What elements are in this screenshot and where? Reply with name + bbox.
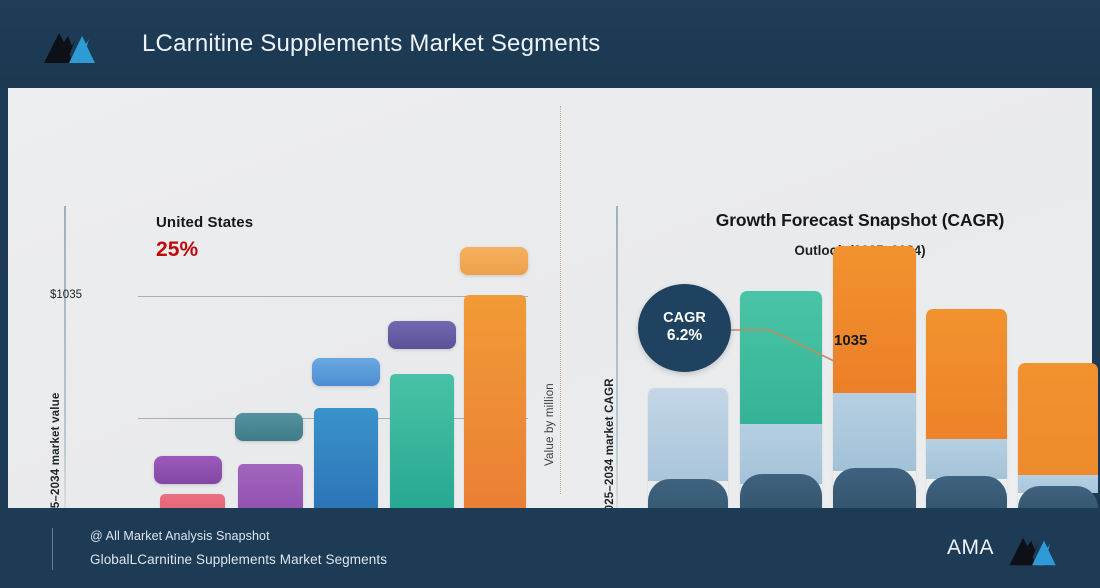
footer-divider-rule	[52, 528, 53, 570]
right-bar-2025[interactable]	[648, 388, 728, 526]
right-bar-2033[interactable]	[833, 246, 916, 526]
charts-panel: 2025–2034 market value Value by million …	[8, 88, 1098, 544]
right-bar-2029-mid	[926, 439, 1007, 479]
left-gridline-top	[138, 296, 528, 297]
right-chart-title: Growth Forecast Snapshot (CAGR)	[715, 210, 1005, 230]
cagr-bubble[interactable]: CAGR 6.2%	[638, 284, 731, 372]
left-bar-cap-dots	[235, 413, 303, 441]
footer-bar: @ All Market Analysis Snapshot GlobalLCa…	[0, 508, 1100, 588]
left-bar-cap-2024	[460, 247, 528, 275]
footer-source-line: @ All Market Analysis Snapshot	[90, 529, 270, 543]
center-dotted-divider	[560, 106, 561, 494]
header-bar: LCarnitine Supplements Market Segments	[0, 0, 1100, 88]
footer-text-block: @ All Market Analysis Snapshot GlobalLCa…	[90, 529, 387, 567]
left-chart-region-percent: 25%	[156, 238, 199, 261]
left-y-tick-top: $1035	[50, 289, 82, 301]
cagr-bubble-value: 6.2%	[666, 327, 703, 345]
footer-brand-text: AMA	[946, 536, 994, 559]
right-bar-2029[interactable]	[926, 309, 1007, 526]
left-bar-2024[interactable]	[464, 295, 526, 526]
ama-mountain-logo-icon	[42, 22, 98, 66]
right-bar-2031-top	[740, 291, 822, 424]
left-bar-2026[interactable]	[314, 408, 378, 526]
right-bar-2025-top	[648, 388, 728, 481]
footer-report-line: GlobalLCarnitine Supplements Market Segm…	[90, 552, 388, 567]
right-bar-2027-top	[1018, 363, 1098, 475]
left-bar-cap-2025	[388, 321, 456, 349]
right-chart-axis-rail	[616, 206, 618, 526]
left-chart-axis-rail	[64, 206, 66, 526]
cagr-bubble-label: CAGR	[663, 310, 706, 327]
right-chart-callout-value: 1035	[834, 332, 868, 349]
right-chart: Growth Forecast Snapshot (CAGR) Outlook …	[8, 88, 1098, 544]
ama-mountain-logo-icon	[1006, 528, 1060, 568]
footer-brand: AMA	[947, 528, 1060, 568]
right-bar-2033-mid	[833, 393, 916, 471]
page-title: LCarnitine Supplements Market Segments	[142, 30, 601, 57]
left-chart-region-label: United States	[156, 214, 254, 231]
right-bar-2027[interactable]	[1018, 363, 1098, 526]
left-bar-2025[interactable]	[390, 374, 454, 526]
right-chart-plot-area	[640, 238, 1098, 526]
right-bar-2033-top	[833, 246, 916, 393]
left-bar-cap-2033	[154, 456, 222, 484]
cagr-connector-line	[708, 288, 908, 368]
right-bar-2029-top	[926, 309, 1007, 439]
left-bar-cap-2026	[312, 358, 380, 386]
